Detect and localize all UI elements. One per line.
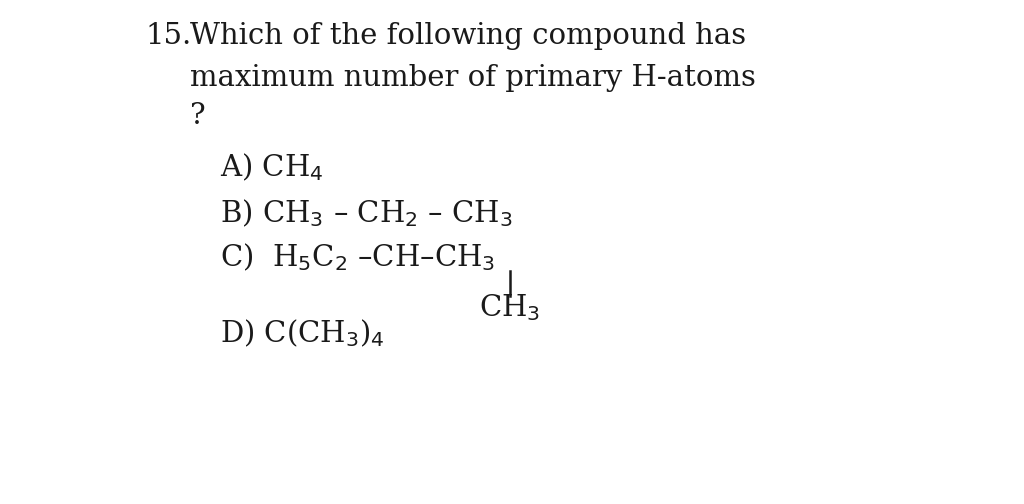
Text: A) CH$_4$: A) CH$_4$ <box>220 151 324 183</box>
Text: CH$_3$: CH$_3$ <box>479 292 541 323</box>
Text: C)  H$_5$C$_2$ –CH–CH$_3$: C) H$_5$C$_2$ –CH–CH$_3$ <box>220 241 496 273</box>
Text: B) CH$_3$ – CH$_2$ – CH$_3$: B) CH$_3$ – CH$_2$ – CH$_3$ <box>220 197 513 229</box>
Text: maximum number of primary H-atoms: maximum number of primary H-atoms <box>190 64 756 92</box>
Text: 15.: 15. <box>145 22 191 50</box>
Text: D) C(CH$_3$)$_4$: D) C(CH$_3$)$_4$ <box>220 317 385 349</box>
Text: ?: ? <box>190 102 206 130</box>
Text: Which of the following compound has: Which of the following compound has <box>190 22 746 50</box>
